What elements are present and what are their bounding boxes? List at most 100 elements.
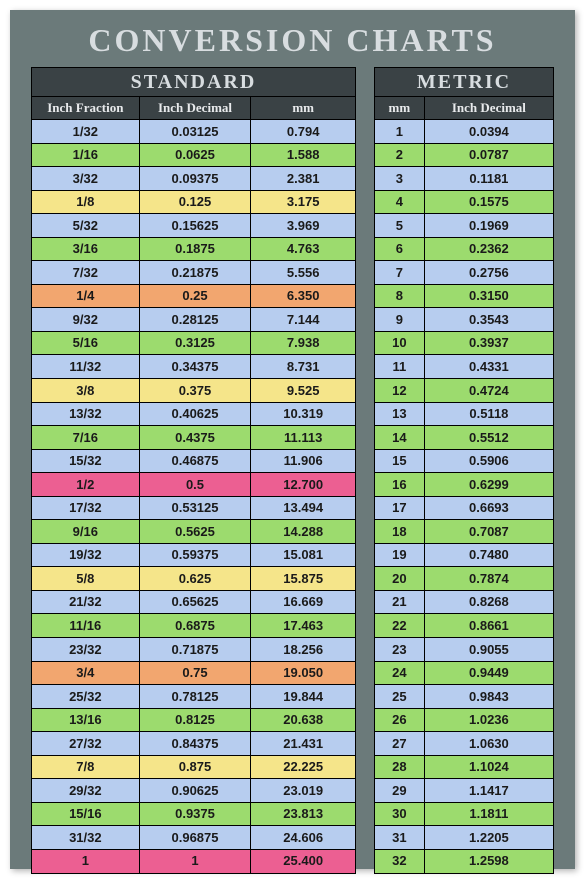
table-row: 301.1811 (375, 802, 554, 826)
cell-mm: 15.081 (251, 543, 356, 567)
table-row: 5/80.62515.875 (32, 567, 356, 591)
cell-d: 0.2362 (424, 237, 553, 261)
cell-mm: 22.225 (251, 755, 356, 779)
cell-mm: 17.463 (251, 614, 356, 638)
cell-f: 7/16 (32, 426, 140, 450)
cell-d: 0.03125 (139, 120, 251, 144)
table-row: 27/320.8437521.431 (32, 732, 356, 756)
standard-col-headers: Inch Fraction Inch Decimal mm (32, 97, 356, 120)
metric-col-headers: mm Inch Decimal (375, 97, 554, 120)
cell-d: 0.5118 (424, 402, 553, 426)
cell-d: 0.125 (139, 190, 251, 214)
cell-f: 29/32 (32, 779, 140, 803)
table-row: 130.5118 (375, 402, 554, 426)
cell-mm: 4 (375, 190, 425, 214)
cell-f: 7/32 (32, 261, 140, 285)
table-row: 13/160.812520.638 (32, 708, 356, 732)
cell-d: 0.5 (139, 473, 251, 497)
cell-d: 0.25 (139, 284, 251, 308)
cell-mm: 15 (375, 449, 425, 473)
col-inch-fraction: Inch Fraction (32, 97, 140, 120)
cell-d: 0.71875 (139, 638, 251, 662)
cell-mm: 25 (375, 685, 425, 709)
table-row: 40.1575 (375, 190, 554, 214)
cell-d: 0.3543 (424, 308, 553, 332)
cell-d: 0.34375 (139, 355, 251, 379)
cell-d: 0.3125 (139, 331, 251, 355)
cell-mm: 11.906 (251, 449, 356, 473)
cell-mm: 9 (375, 308, 425, 332)
cell-d: 0.90625 (139, 779, 251, 803)
cell-mm: 22 (375, 614, 425, 638)
table-row: 1/320.031250.794 (32, 120, 356, 144)
cell-d: 0.09375 (139, 167, 251, 191)
table-row: 13/320.4062510.319 (32, 402, 356, 426)
cell-f: 1/2 (32, 473, 140, 497)
cell-f: 9/32 (32, 308, 140, 332)
table-row: 23/320.7187518.256 (32, 638, 356, 662)
cell-d: 0.6299 (424, 473, 553, 497)
cell-d: 0.9843 (424, 685, 553, 709)
cell-d: 1.1024 (424, 755, 553, 779)
cell-d: 0.28125 (139, 308, 251, 332)
cell-d: 0.46875 (139, 449, 251, 473)
cell-d: 1 (139, 849, 251, 873)
cell-d: 0.1969 (424, 214, 553, 238)
cell-mm: 7.144 (251, 308, 356, 332)
cell-d: 0.53125 (139, 496, 251, 520)
cell-mm: 5.556 (251, 261, 356, 285)
cell-mm: 1 (375, 120, 425, 144)
cell-d: 0.8268 (424, 590, 553, 614)
table-row: 170.6693 (375, 496, 554, 520)
table-row: 7/80.87522.225 (32, 755, 356, 779)
cell-mm: 19 (375, 543, 425, 567)
table-row: 5/320.156253.969 (32, 214, 356, 238)
cell-d: 0.9375 (139, 802, 251, 826)
table-row: 5/160.31257.938 (32, 331, 356, 355)
cell-mm: 0.794 (251, 120, 356, 144)
cell-mm: 14.288 (251, 520, 356, 544)
table-row: 30.1181 (375, 167, 554, 191)
cell-d: 0.4331 (424, 355, 553, 379)
cell-d: 0.3937 (424, 331, 553, 355)
cell-f: 3/32 (32, 167, 140, 191)
cell-d: 0.7087 (424, 520, 553, 544)
cell-f: 27/32 (32, 732, 140, 756)
cell-d: 0.1181 (424, 167, 553, 191)
table-row: 10.0394 (375, 120, 554, 144)
cell-mm: 4.763 (251, 237, 356, 261)
cell-mm: 29 (375, 779, 425, 803)
cell-mm: 14 (375, 426, 425, 450)
cell-mm: 28 (375, 755, 425, 779)
cell-f: 19/32 (32, 543, 140, 567)
cell-mm: 3.969 (251, 214, 356, 238)
page-title: CONVERSION CHARTS (30, 22, 555, 59)
cell-d: 0.84375 (139, 732, 251, 756)
cell-f: 25/32 (32, 685, 140, 709)
cell-d: 0.5906 (424, 449, 553, 473)
cell-d: 0.9449 (424, 661, 553, 685)
cell-mm: 6 (375, 237, 425, 261)
table-row: 3/40.7519.050 (32, 661, 356, 685)
standard-table: Inch Fraction Inch Decimal mm 1/320.0312… (31, 96, 356, 874)
table-row: 3/80.3759.525 (32, 379, 356, 403)
cell-mm: 31 (375, 826, 425, 850)
cell-d: 0.6693 (424, 496, 553, 520)
cell-mm: 32 (375, 849, 425, 873)
table-row: 281.1024 (375, 755, 554, 779)
cell-mm: 10.319 (251, 402, 356, 426)
cell-mm: 15.875 (251, 567, 356, 591)
table-row: 19/320.5937515.081 (32, 543, 356, 567)
cell-d: 1.2205 (424, 826, 553, 850)
col-inch-decimal: Inch Decimal (139, 97, 251, 120)
tables-wrap: STANDARD Inch Fraction Inch Decimal mm 1… (30, 67, 555, 874)
table-row: 140.5512 (375, 426, 554, 450)
table-row: 110.4331 (375, 355, 554, 379)
cell-d: 0.625 (139, 567, 251, 591)
table-row: 1/20.512.700 (32, 473, 356, 497)
metric-table: mm Inch Decimal 10.039420.078730.118140.… (374, 96, 554, 874)
cell-d: 0.0394 (424, 120, 553, 144)
cell-mm: 5 (375, 214, 425, 238)
cell-d: 0.2756 (424, 261, 553, 285)
cell-mm: 9.525 (251, 379, 356, 403)
